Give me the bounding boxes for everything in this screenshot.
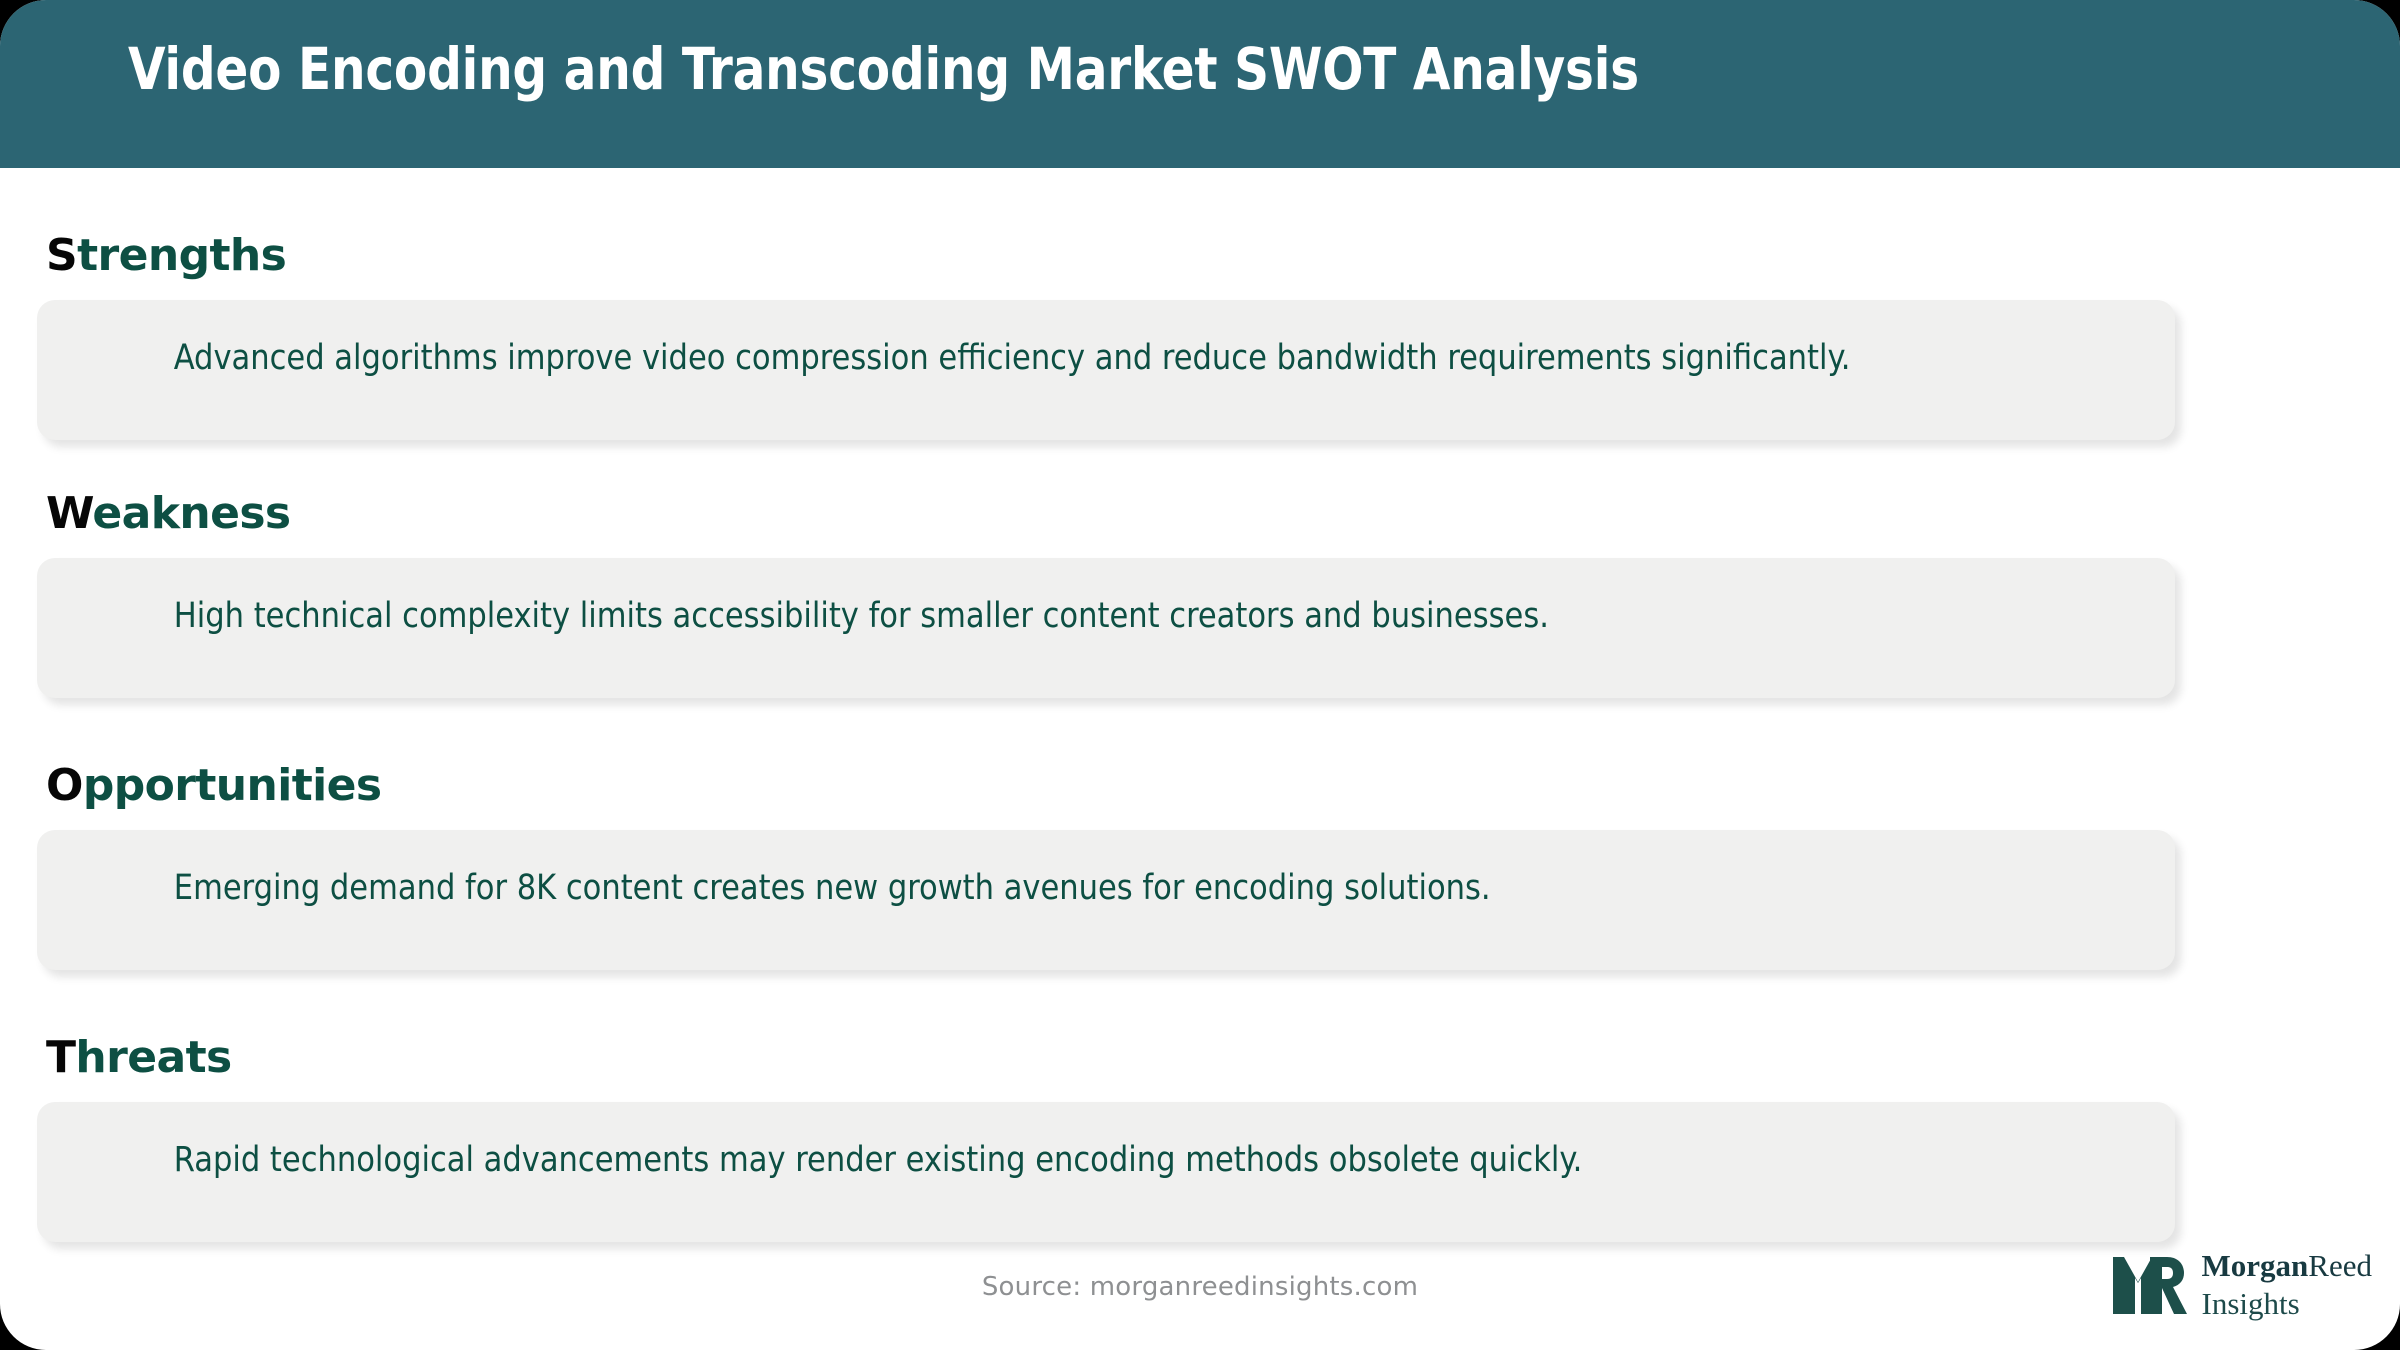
- swot-card-text: Emerging demand for 8K content creates n…: [173, 868, 1491, 908]
- swot-heading-initial: T: [46, 1032, 76, 1083]
- brand-name-light: Reed: [2308, 1248, 2372, 1283]
- morgan-reed-monogram-icon: [2112, 1256, 2187, 1314]
- footer: Source: morganreedinsights.com MorganRee…: [0, 1238, 2400, 1350]
- swot-block-weakness: Weakness High technical complexity limit…: [0, 488, 2400, 698]
- swot-heading-strengths: Strengths: [46, 230, 2400, 282]
- swot-card-text: Rapid technological advancements may ren…: [173, 1140, 1583, 1180]
- source-attribution: Source: morganreedinsights.com: [981, 1272, 1419, 1302]
- brand-name-bold: Morgan: [2201, 1248, 2309, 1283]
- swot-block-opportunities: Opportunities Emerging demand for 8K con…: [0, 760, 2400, 970]
- swot-content: Strengths Advanced algorithms improve vi…: [0, 168, 2400, 1350]
- swot-heading-rest: pportunities: [82, 760, 382, 811]
- swot-card-text: Advanced algorithms improve video compre…: [173, 338, 1851, 378]
- brand-logo: MorganReed Insights: [2111, 1250, 2372, 1319]
- swot-heading-initial: S: [46, 230, 78, 281]
- swot-heading-opportunities: Opportunities: [46, 760, 2400, 812]
- swot-heading-rest: hreats: [75, 1032, 232, 1083]
- brand-wordmark: MorganReed Insights: [2202, 1250, 2372, 1319]
- brand-tagline: Insights: [2201, 1286, 2300, 1321]
- swot-card-text: High technical complexity limits accessi…: [173, 596, 1549, 636]
- swot-card-threats: Rapid technological advancements may ren…: [37, 1102, 2175, 1242]
- swot-heading-rest: eakness: [92, 488, 291, 539]
- swot-card-opportunities: Emerging demand for 8K content creates n…: [37, 830, 2175, 970]
- header-band: Video Encoding and Transcoding Market SW…: [0, 0, 2400, 168]
- swot-block-threats: Threats Rapid technological advancements…: [0, 1032, 2400, 1242]
- swot-heading-initial: O: [46, 760, 83, 811]
- brand-name: MorganReed: [2202, 1250, 2372, 1281]
- page-title: Video Encoding and Transcoding Market SW…: [128, 35, 1639, 103]
- swot-card-strengths: Advanced algorithms improve video compre…: [37, 300, 2175, 440]
- swot-heading-initial: W: [46, 488, 93, 539]
- swot-block-strengths: Strengths Advanced algorithms improve vi…: [0, 230, 2400, 440]
- swot-card-weakness: High technical complexity limits accessi…: [37, 558, 2175, 698]
- swot-heading-rest: trengths: [77, 230, 287, 281]
- swot-heading-threats: Threats: [46, 1032, 2400, 1084]
- swot-heading-weakness: Weakness: [46, 488, 2400, 540]
